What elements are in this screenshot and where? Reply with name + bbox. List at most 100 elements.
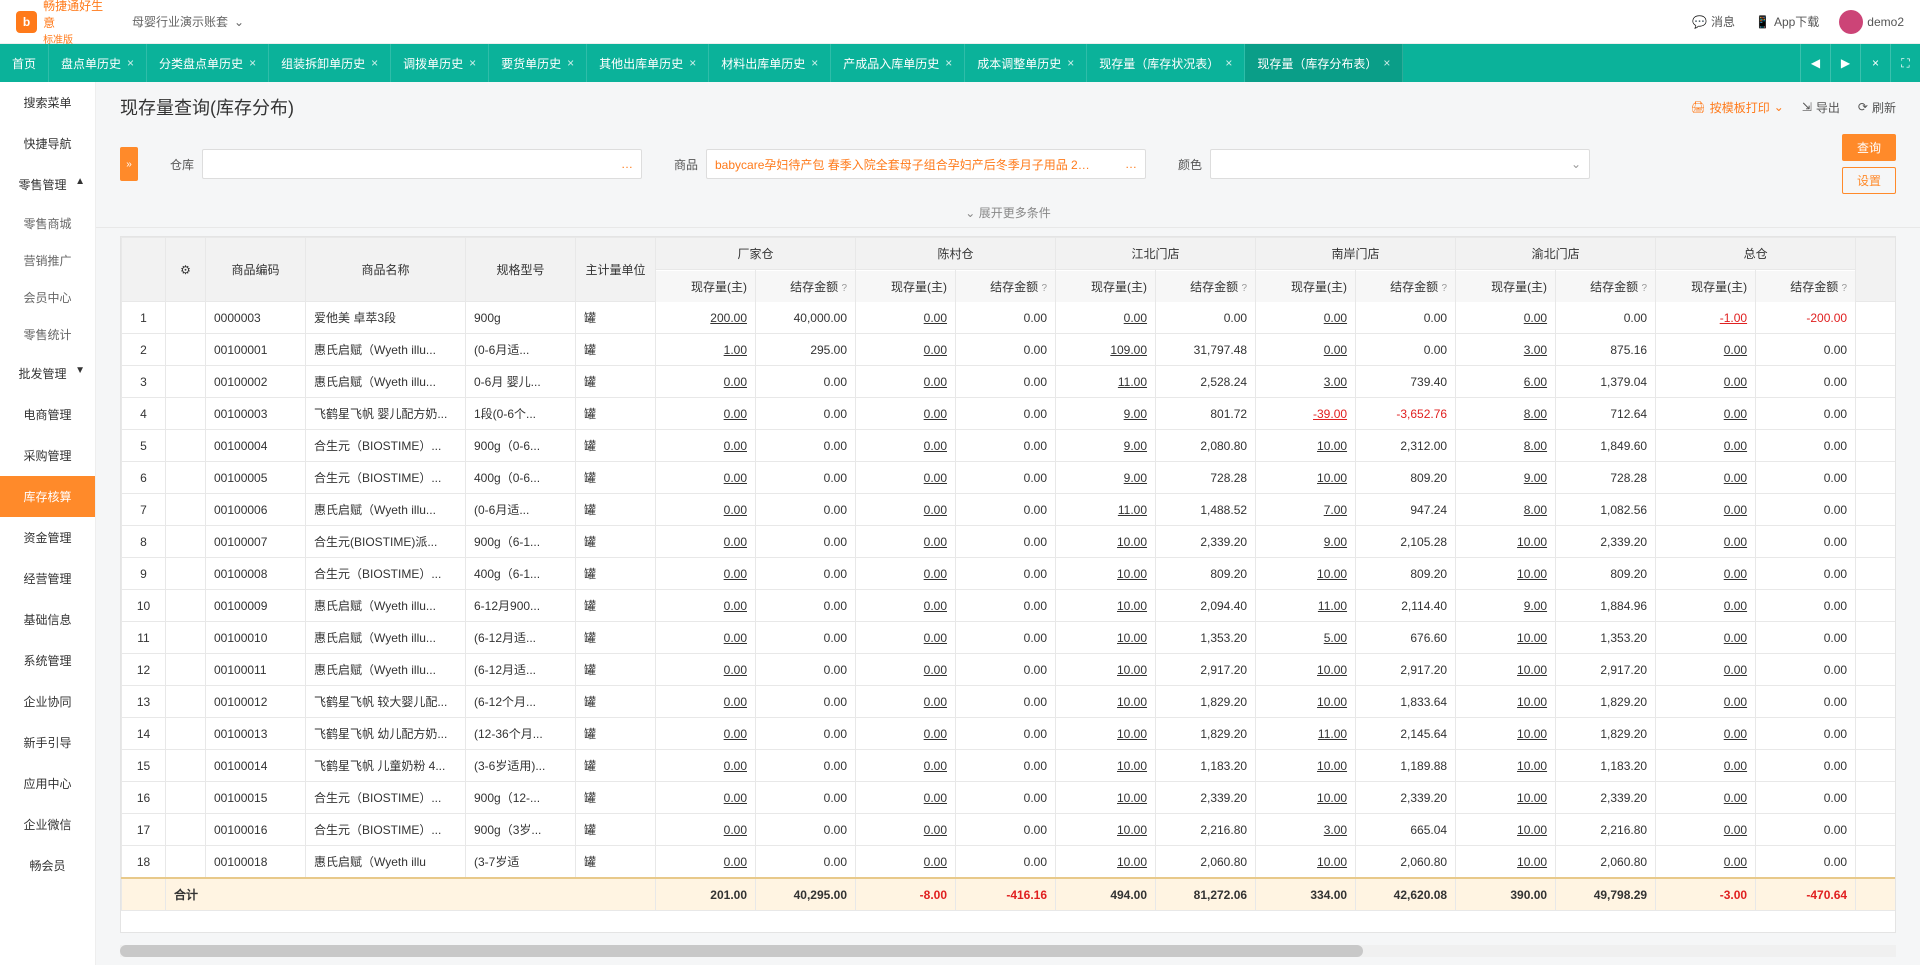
nav-基础信息[interactable]: 基础信息 [0, 599, 95, 640]
refresh-button[interactable]: ⟳刷新 [1858, 99, 1896, 116]
nav-搜索菜单[interactable]: 搜索菜单 [0, 82, 95, 123]
help-icon[interactable]: ? [1041, 283, 1047, 294]
help-icon[interactable]: ? [1842, 283, 1848, 294]
col-qty[interactable]: 现存量(主) [656, 270, 756, 302]
cell-qty[interactable]: 0.00 [856, 526, 956, 558]
cell-qty[interactable]: 0.00 [1656, 814, 1756, 846]
col-amt[interactable]: 结存金额 ? [1156, 270, 1256, 302]
cell-qty[interactable]: 10.00 [1256, 558, 1356, 590]
cell-qty[interactable]: -1.00 [1656, 302, 1756, 334]
cell-qty[interactable]: 0.00 [1656, 398, 1756, 430]
cell-qty[interactable]: 0.00 [656, 558, 756, 590]
close-icon[interactable]: × [1067, 56, 1074, 70]
cell-qty[interactable]: 0.00 [856, 462, 956, 494]
cell-qty[interactable]: 10.00 [1456, 622, 1556, 654]
color-filter-select[interactable]: ⌄ [1210, 149, 1590, 179]
help-icon[interactable]: ? [1442, 283, 1448, 294]
tabs-close-all-button[interactable]: × [1860, 44, 1890, 82]
cell-qty[interactable]: 0.00 [656, 814, 756, 846]
cell-qty[interactable]: 0.00 [1656, 430, 1756, 462]
cell-qty[interactable]: 0.00 [1456, 302, 1556, 334]
tab-现存量（库存分布表）[interactable]: 现存量（库存分布表） × [1245, 44, 1403, 82]
col-qty[interactable]: 现存量(主) [1456, 270, 1556, 302]
cell-qty[interactable]: 0.00 [856, 494, 956, 526]
cell-qty[interactable]: 200.00 [656, 302, 756, 334]
cell-qty[interactable]: 10.00 [1056, 846, 1156, 879]
tab-调拨单历史[interactable]: 调拨单历史 × [391, 44, 489, 82]
tab-首页[interactable]: 首页 [0, 44, 49, 82]
horizontal-scrollbar[interactable] [120, 945, 1896, 957]
cell-qty[interactable]: 0.00 [1656, 462, 1756, 494]
cell-qty[interactable]: 8.00 [1456, 494, 1556, 526]
cell-qty[interactable]: 0.00 [1056, 302, 1156, 334]
cell-qty[interactable]: 109.00 [1056, 334, 1156, 366]
nav-畅会员[interactable]: 畅会员 [0, 845, 95, 886]
cell-qty[interactable]: 7.00 [1256, 494, 1356, 526]
tab-产成品入库单历史[interactable]: 产成品入库单历史 × [831, 44, 965, 82]
cell-qty[interactable]: 0.00 [856, 654, 956, 686]
nav-资金管理[interactable]: 资金管理 [0, 517, 95, 558]
cell-qty[interactable]: 0.00 [656, 718, 756, 750]
cell-qty[interactable]: 10.00 [1056, 558, 1156, 590]
cell-qty[interactable]: 10.00 [1456, 846, 1556, 879]
cell-qty[interactable]: 11.00 [1056, 366, 1156, 398]
close-icon[interactable]: × [945, 56, 952, 70]
tabs-prev-button[interactable]: ◀ [1800, 44, 1830, 82]
cell-qty[interactable]: 10.00 [1056, 718, 1156, 750]
cell-qty[interactable]: 0.00 [856, 782, 956, 814]
tabs-next-button[interactable]: ▶ [1830, 44, 1860, 82]
cell-qty[interactable]: 0.00 [856, 750, 956, 782]
col-amt[interactable]: 结存金额 ? [1356, 270, 1456, 302]
nav-企业微信[interactable]: 企业微信 [0, 804, 95, 845]
cell-qty[interactable]: 10.00 [1256, 782, 1356, 814]
cell-qty[interactable]: 0.00 [856, 622, 956, 654]
nav-库存核算[interactable]: 库存核算 [0, 476, 95, 517]
cell-qty[interactable]: 9.00 [1056, 462, 1156, 494]
nav-会员中心[interactable]: 会员中心 [0, 279, 95, 316]
close-icon[interactable]: × [811, 56, 818, 70]
cell-qty[interactable]: 0.00 [656, 494, 756, 526]
cell-qty[interactable]: 0.00 [856, 430, 956, 462]
cell-qty[interactable]: 0.00 [1656, 782, 1756, 814]
close-icon[interactable]: × [689, 56, 696, 70]
cell-qty[interactable]: 0.00 [856, 366, 956, 398]
nav-系统管理[interactable]: 系统管理 [0, 640, 95, 681]
cell-qty[interactable]: 9.00 [1456, 462, 1556, 494]
cell-qty[interactable]: 10.00 [1056, 526, 1156, 558]
nav-经营管理[interactable]: 经营管理 [0, 558, 95, 599]
print-button[interactable]: 🖨按模板打印 ⌄ [1691, 99, 1784, 116]
close-icon[interactable]: × [1225, 56, 1232, 70]
col-code[interactable]: 商品编码 [206, 238, 306, 302]
product-filter-select[interactable]: babycare孕妇待产包 春季入院全套母子组合孕妇产后冬季月子用品 22件套 … [706, 149, 1146, 179]
cell-qty[interactable]: 0.00 [656, 398, 756, 430]
help-icon[interactable]: ? [841, 283, 847, 294]
tab-组装拆卸单历史[interactable]: 组装拆卸单历史 × [269, 44, 391, 82]
col-amt[interactable]: 结存金额 ? [756, 270, 856, 302]
cell-qty[interactable]: 0.00 [856, 814, 956, 846]
cell-qty[interactable]: 0.00 [656, 654, 756, 686]
nav-应用中心[interactable]: 应用中心 [0, 763, 95, 804]
cell-qty[interactable]: 10.00 [1256, 462, 1356, 494]
col-qty[interactable]: 现存量(主) [1256, 270, 1356, 302]
cell-qty[interactable]: 0.00 [656, 366, 756, 398]
cell-qty[interactable]: 0.00 [1656, 366, 1756, 398]
tab-现存量（库存状况表）[interactable]: 现存量（库存状况表） × [1087, 44, 1245, 82]
cell-qty[interactable]: 10.00 [1456, 814, 1556, 846]
cell-qty[interactable]: 11.00 [1256, 590, 1356, 622]
nav-零售统计[interactable]: 零售统计 [0, 316, 95, 353]
cell-qty[interactable]: 10.00 [1056, 686, 1156, 718]
col-amt[interactable]: 结存金额 ? [1556, 270, 1656, 302]
cell-qty[interactable]: 10.00 [1456, 654, 1556, 686]
cell-qty[interactable]: 10.00 [1456, 558, 1556, 590]
cell-qty[interactable]: 0.00 [656, 590, 756, 622]
cell-qty[interactable]: 10.00 [1256, 846, 1356, 879]
settings-button[interactable]: 设置 [1842, 167, 1896, 194]
cell-qty[interactable]: 0.00 [856, 302, 956, 334]
cell-qty[interactable]: 0.00 [856, 846, 956, 879]
col-qty[interactable]: 现存量(主) [856, 270, 956, 302]
cell-qty[interactable]: 0.00 [1656, 622, 1756, 654]
cell-qty[interactable]: 10.00 [1256, 686, 1356, 718]
tab-成本调整单历史[interactable]: 成本调整单历史 × [965, 44, 1087, 82]
tab-分类盘点单历史[interactable]: 分类盘点单历史 × [147, 44, 269, 82]
cell-qty[interactable]: 10.00 [1056, 814, 1156, 846]
